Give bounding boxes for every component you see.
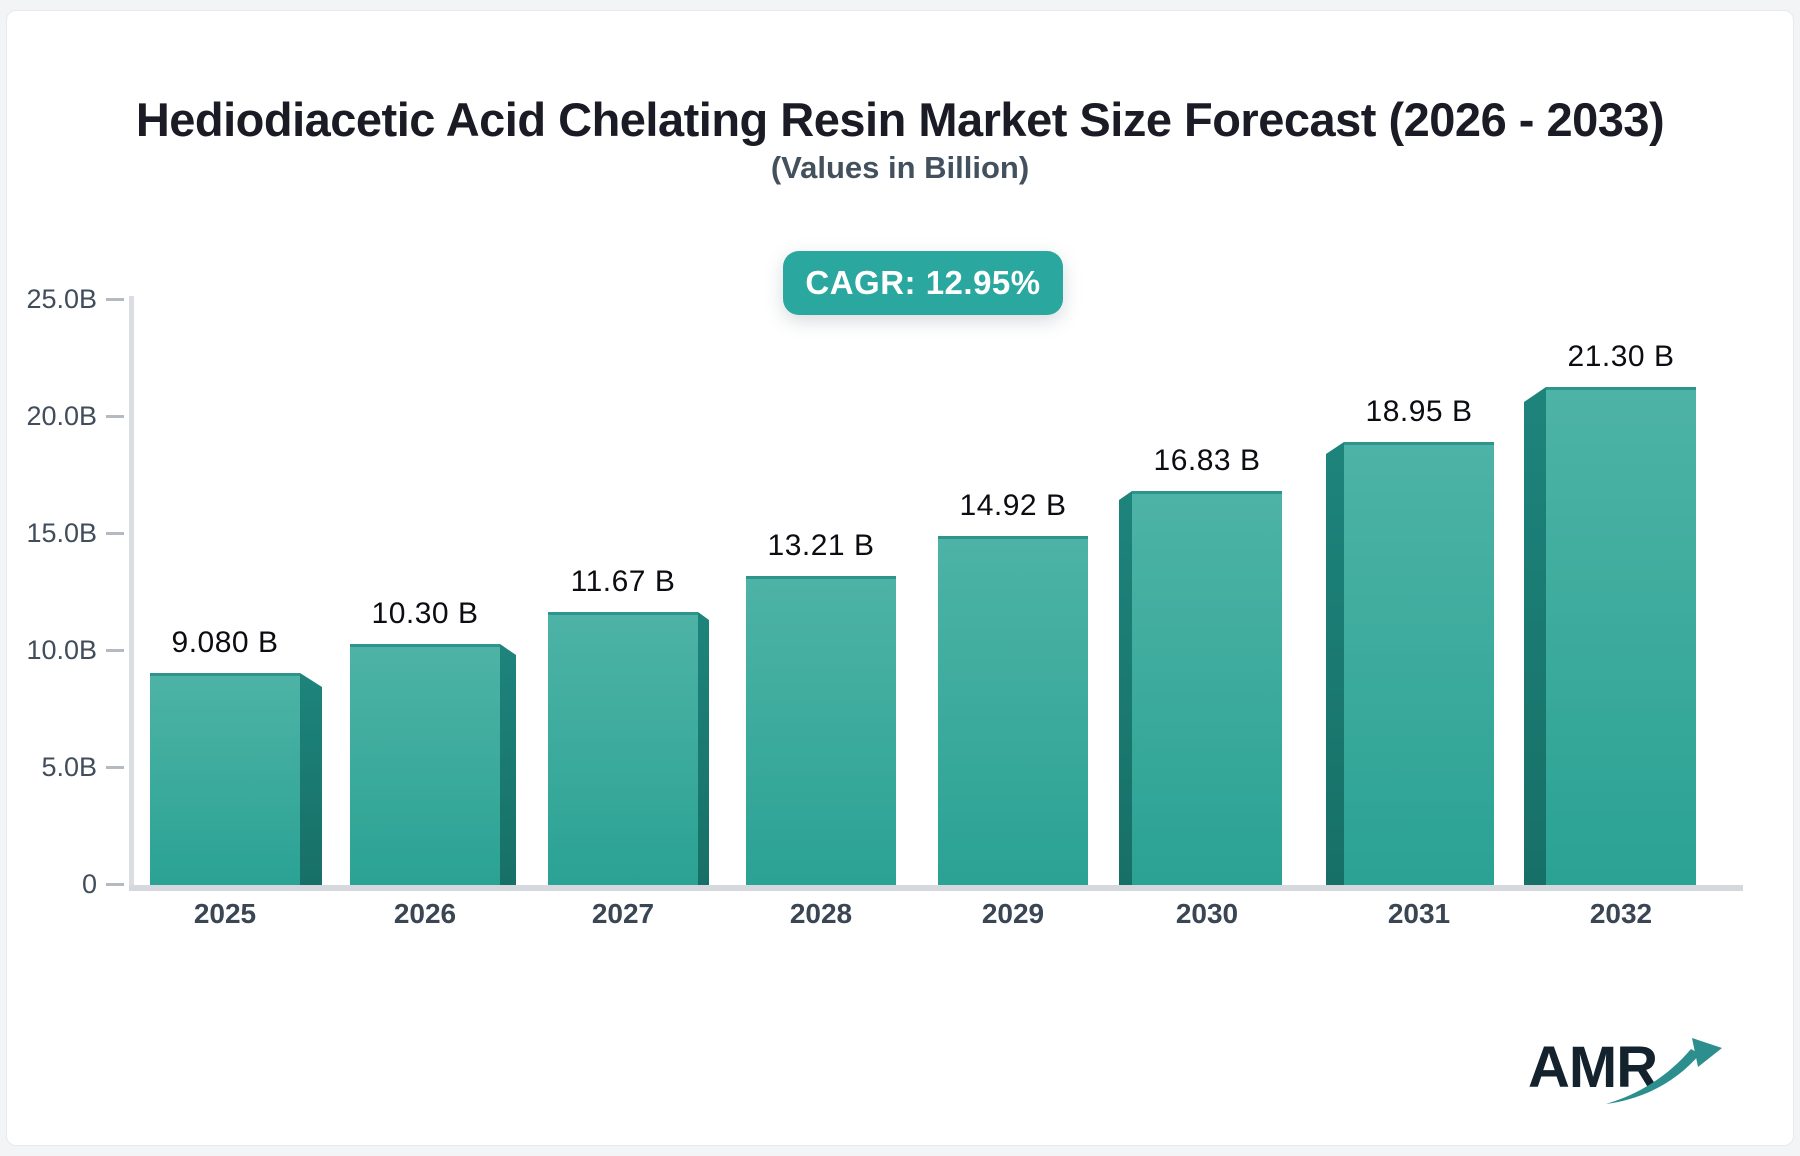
bar-2026	[350, 644, 500, 885]
bar-value-label: 13.21 B	[767, 529, 875, 562]
y-tick-label: 10.0B	[26, 635, 97, 665]
y-tick-label: 25.0B	[26, 284, 97, 314]
y-axis-line	[129, 296, 134, 888]
x-axis-baseline	[129, 885, 1743, 891]
bar-2028	[746, 576, 896, 885]
chart-card	[6, 10, 1794, 1146]
y-tick-label: 0	[81, 869, 97, 899]
y-tick-mark	[106, 649, 124, 652]
bar-2031	[1344, 442, 1494, 885]
growth-arrow-icon	[1606, 1038, 1722, 1104]
x-tick-label-2026: 2026	[393, 898, 457, 929]
x-tick-label-2032: 2032	[1589, 898, 1653, 929]
bar-2032	[1546, 387, 1696, 885]
bar-2025	[150, 673, 300, 885]
y-tick-label: 15.0B	[26, 518, 97, 548]
amr-logo: AMR	[1528, 1028, 1728, 1114]
x-tick-label-2030: 2030	[1175, 898, 1239, 929]
x-tick-label-2025: 2025	[193, 898, 257, 929]
x-tick-label-2031: 2031	[1387, 898, 1451, 929]
bar-value-label: 11.67 B	[570, 565, 676, 598]
y-tick-mark	[106, 883, 124, 886]
bar-3d-side	[1119, 491, 1132, 885]
bar-value-label: 18.95 B	[1365, 395, 1473, 428]
chart-title: Hediodiacetic Acid Chelating Resin Marke…	[135, 93, 1665, 146]
y-tick-label: 5.0B	[41, 752, 97, 782]
y-tick-mark	[106, 298, 124, 301]
x-tick-label-2027: 2027	[591, 898, 655, 929]
cagr-badge: CAGR: 12.95%	[783, 251, 1063, 315]
x-tick-label-2028: 2028	[789, 898, 853, 929]
bar-3d-side	[1326, 442, 1344, 885]
chart-subtitle: (Values in Billion)	[770, 150, 1030, 185]
y-tick-label: 20.0B	[26, 401, 97, 431]
x-tick-label-2029: 2029	[981, 898, 1045, 929]
bar-3d-side	[698, 612, 709, 885]
amr-logo-text: AMR	[1528, 1035, 1658, 1100]
bar-value-label: 16.83 B	[1153, 444, 1261, 477]
bar-2030	[1132, 491, 1282, 885]
bar-2027	[548, 612, 698, 885]
bar-value-label: 10.30 B	[371, 597, 479, 630]
bar-value-label: 9.080 B	[171, 626, 279, 659]
bar-2029	[938, 536, 1088, 885]
bar-value-label: 14.92 B	[959, 489, 1067, 522]
y-tick-mark	[106, 415, 124, 418]
cagr-badge-label: CAGR: 12.95%	[805, 264, 1041, 301]
y-tick-mark	[106, 532, 124, 535]
y-tick-mark	[106, 766, 124, 769]
bar-value-label: 21.30 B	[1567, 340, 1675, 373]
bar-3d-side	[1524, 387, 1546, 885]
bar-3d-side	[500, 644, 516, 885]
bar-3d-side	[300, 673, 322, 885]
